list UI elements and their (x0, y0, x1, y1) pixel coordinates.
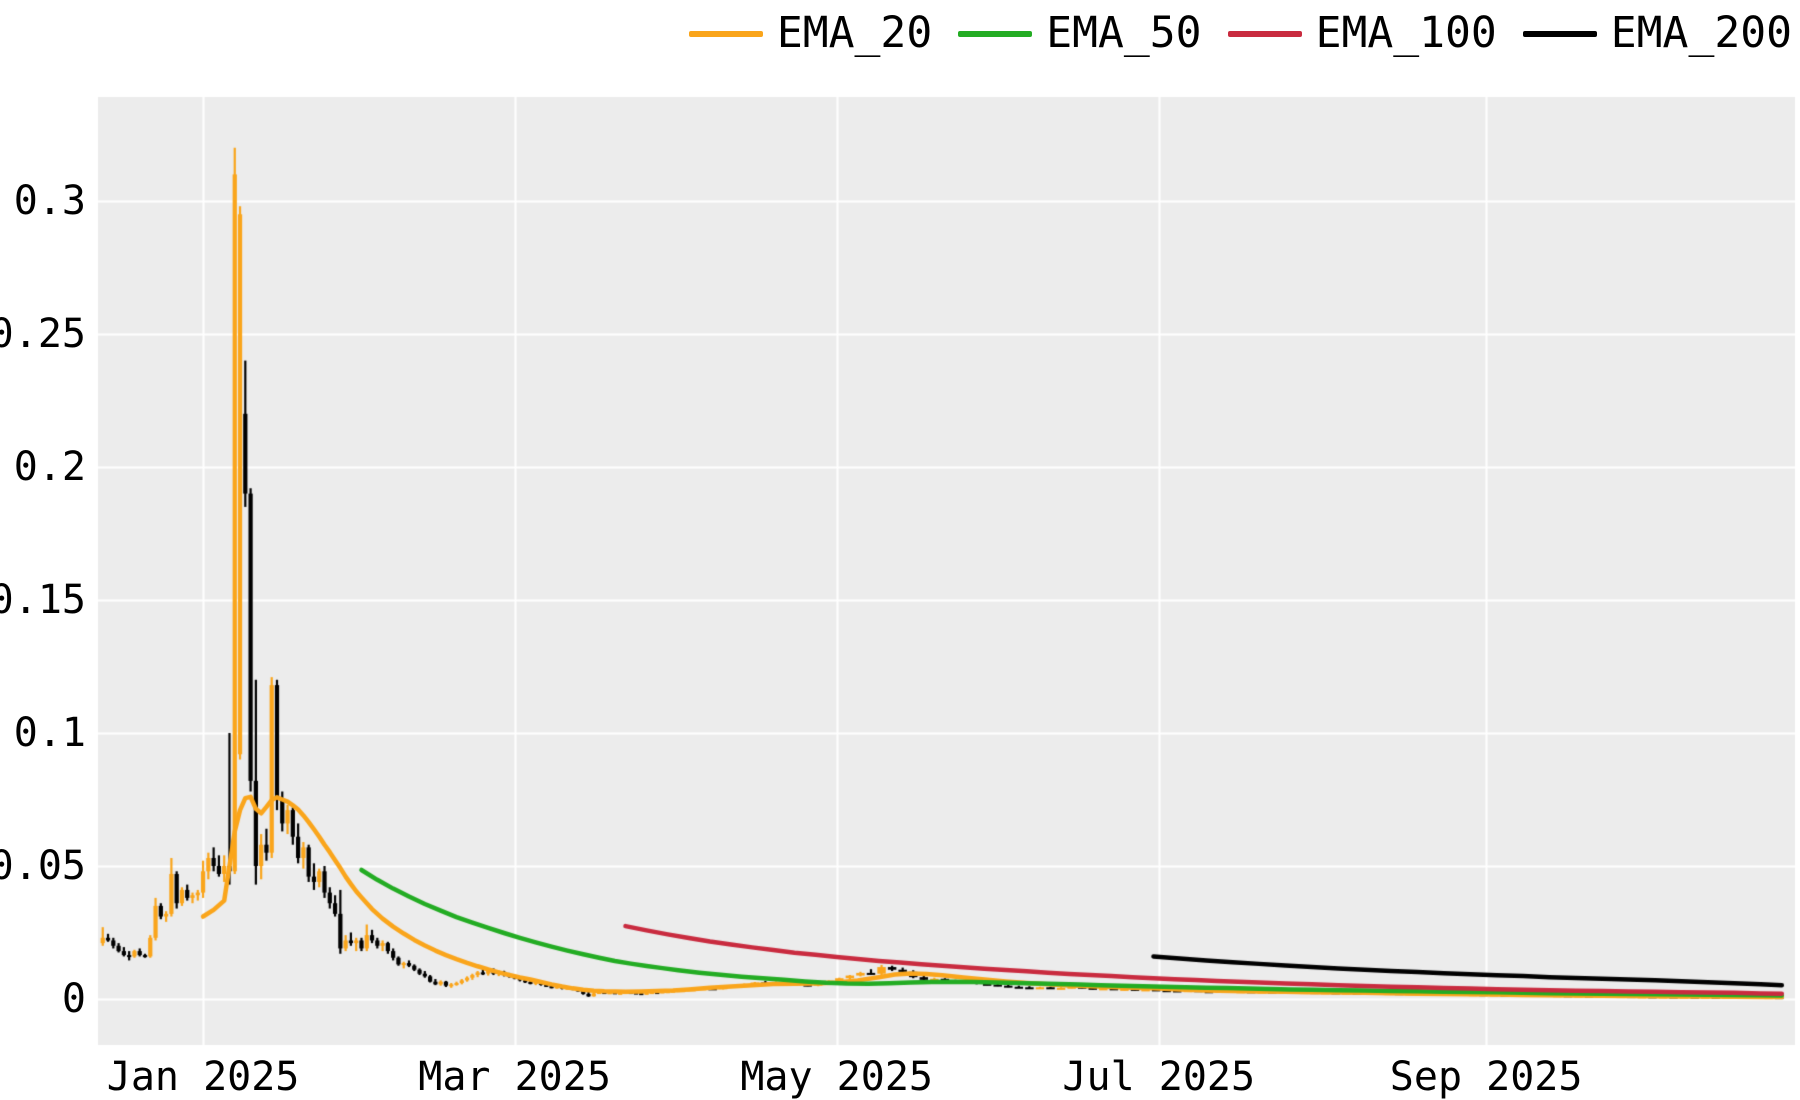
ema-50-line-swatch-icon (958, 30, 1033, 37)
ema-20-line-swatch-icon (688, 30, 763, 37)
ema-100-line-swatch-icon (1227, 30, 1302, 37)
x-tick-label: May 2025 (740, 1054, 933, 1100)
x-tick-label: Jan 2025 (106, 1054, 300, 1100)
legend-item-ema-200: EMA_200 (1522, 8, 1792, 58)
legend-item-ema-20: EMA_20 (688, 8, 933, 58)
legend-label-ema-200: EMA_200 (1610, 8, 1792, 58)
ema-200-line-swatch-icon (1522, 30, 1597, 37)
x-tick-label: Sep 2025 (1389, 1054, 1583, 1100)
y-tick-label: 0 (61, 975, 86, 1022)
legend-item-ema-100: EMA_100 (1227, 8, 1497, 58)
x-tick-label: Mar 2025 (418, 1054, 611, 1100)
legend-label-ema-20: EMA_20 (776, 8, 933, 58)
legend-label-ema-50: EMA_50 (1046, 8, 1202, 58)
y-tick-label: 0.3 (13, 178, 86, 224)
y-tick-label: 0.15 (0, 576, 86, 623)
x-tick-label: Jul 2025 (1062, 1054, 1256, 1100)
y-tick-label: 0.05 (0, 842, 86, 889)
y-tick-label: 0.2 (13, 443, 86, 490)
y-tick-label: 0.25 (0, 311, 86, 357)
legend-label-ema-100: EMA_100 (1315, 8, 1497, 58)
y-tick-label: 0.1 (13, 709, 86, 756)
chart-legend: EMA_20 EMA_50 EMA_100 EMA_200 (688, 8, 1792, 58)
legend-item-ema-50: EMA_50 (958, 8, 1202, 58)
